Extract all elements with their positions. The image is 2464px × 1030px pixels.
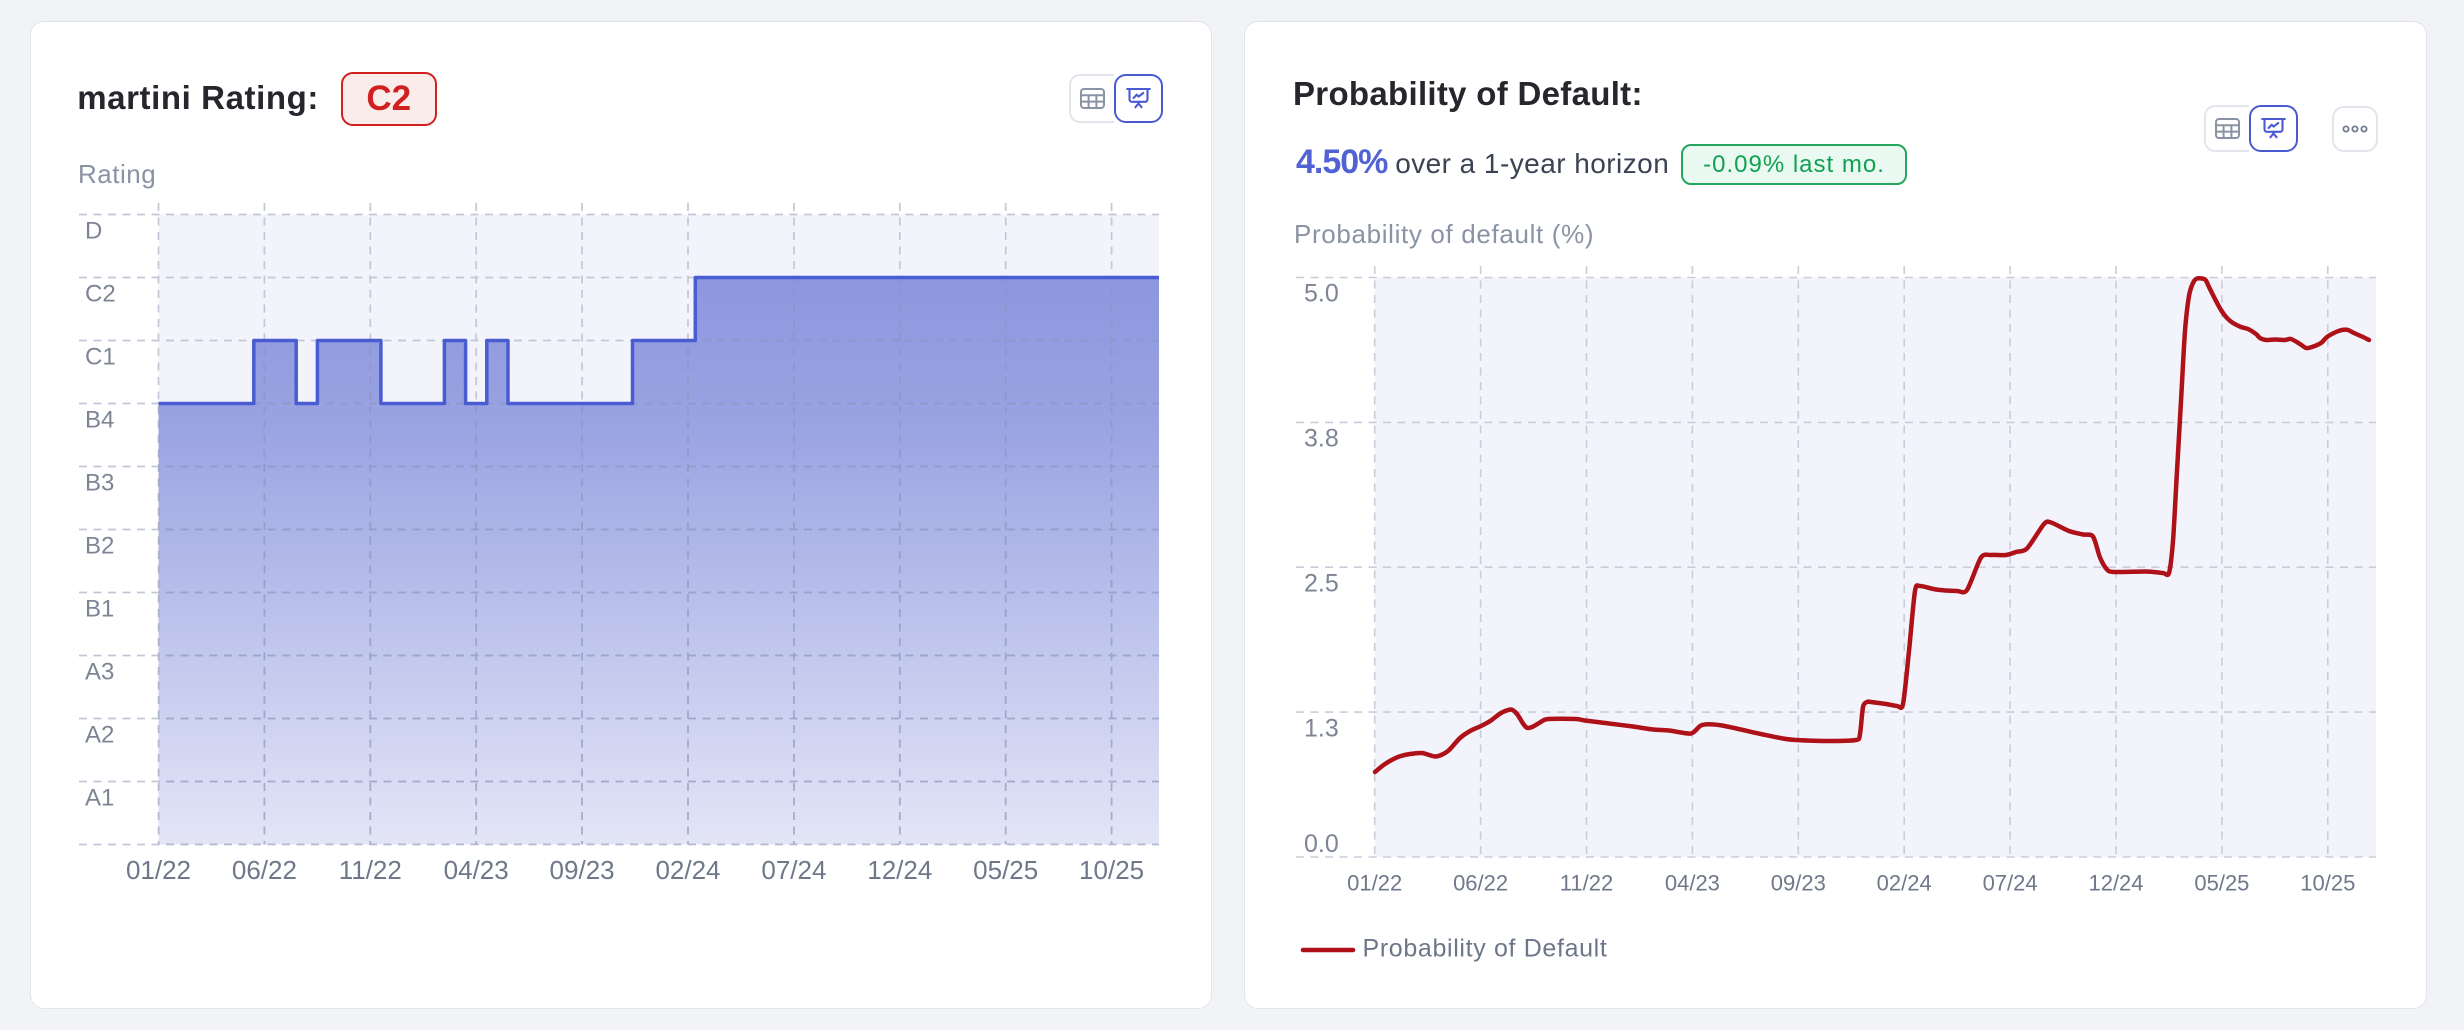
svg-text:B3: B3 [85, 470, 114, 497]
svg-text:B4: B4 [85, 407, 114, 434]
svg-text:04/23: 04/23 [1665, 871, 1720, 896]
svg-text:B1: B1 [85, 596, 114, 623]
svg-text:12/24: 12/24 [2088, 871, 2143, 896]
svg-text:01/22: 01/22 [1347, 871, 1402, 896]
svg-text:D: D [85, 218, 102, 245]
svg-text:A2: A2 [85, 722, 114, 749]
svg-text:06/22: 06/22 [232, 855, 297, 885]
svg-text:12/24: 12/24 [867, 855, 932, 885]
svg-text:02/24: 02/24 [1877, 871, 1932, 896]
svg-text:0.0: 0.0 [1304, 830, 1339, 858]
svg-text:09/23: 09/23 [550, 855, 615, 885]
svg-text:5.0: 5.0 [1304, 280, 1339, 308]
svg-text:06/22: 06/22 [1453, 871, 1508, 896]
svg-text:02/24: 02/24 [655, 855, 720, 885]
svg-text:09/23: 09/23 [1771, 871, 1826, 896]
svg-text:Probability of Default: Probability of Default [1363, 935, 1608, 963]
svg-text:B2: B2 [85, 533, 114, 560]
svg-text:11/22: 11/22 [1560, 871, 1613, 896]
svg-text:07/24: 07/24 [1983, 871, 2038, 896]
svg-text:C1: C1 [85, 344, 116, 371]
svg-text:11/22: 11/22 [339, 855, 402, 885]
svg-text:3.8: 3.8 [1304, 425, 1339, 453]
svg-text:10/25: 10/25 [2300, 871, 2355, 896]
svg-text:07/24: 07/24 [761, 855, 826, 885]
svg-text:01/22: 01/22 [126, 855, 191, 885]
svg-text:10/25: 10/25 [1079, 855, 1144, 885]
svg-text:05/25: 05/25 [2194, 871, 2249, 896]
svg-text:05/25: 05/25 [973, 855, 1038, 885]
svg-text:1.3: 1.3 [1304, 714, 1339, 742]
svg-text:C2: C2 [85, 281, 116, 308]
svg-text:A1: A1 [85, 785, 114, 812]
svg-text:A3: A3 [85, 659, 114, 686]
svg-text:04/23: 04/23 [444, 855, 509, 885]
svg-text:2.5: 2.5 [1304, 569, 1339, 597]
